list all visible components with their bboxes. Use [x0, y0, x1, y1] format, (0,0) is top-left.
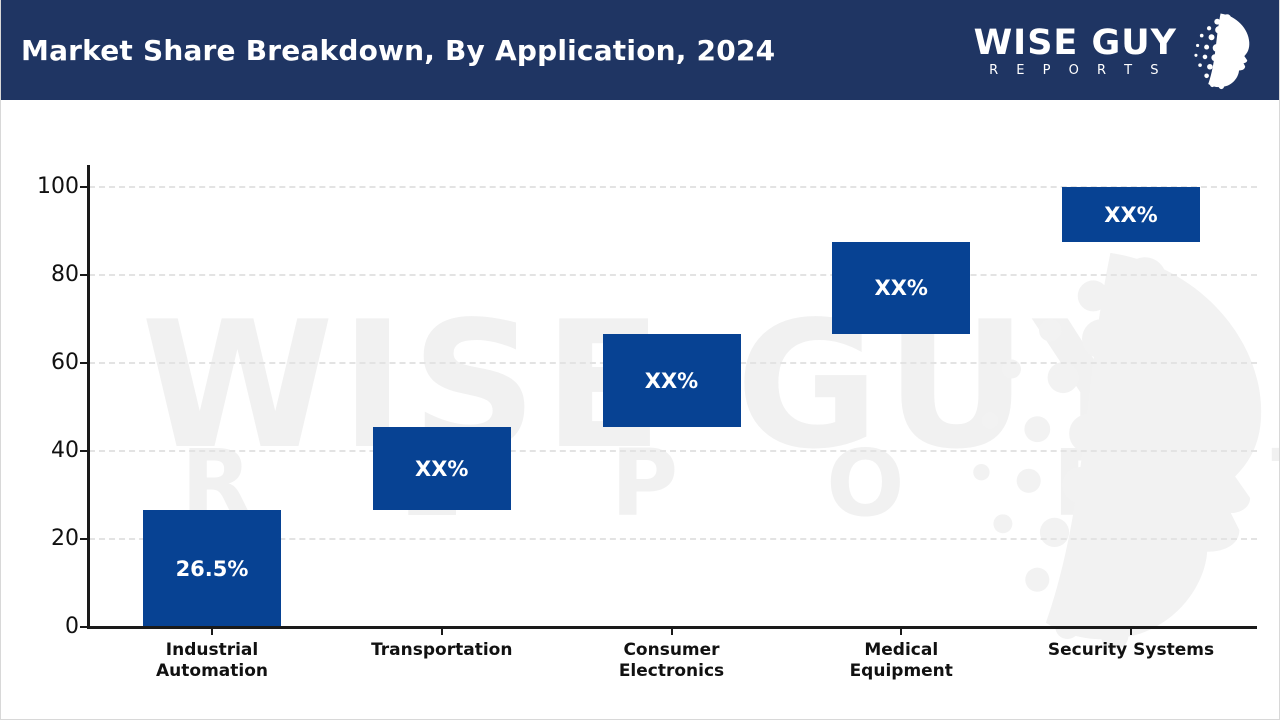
x-axis-tick: [1130, 628, 1132, 635]
gridline: [89, 450, 1257, 452]
y-axis-tick: [80, 538, 88, 540]
y-axis-tick-label: 40: [51, 438, 79, 463]
y-axis-tick: [80, 362, 88, 364]
x-axis-category-label: Security Systems: [1047, 640, 1215, 660]
y-axis-tick-label: 0: [65, 614, 79, 639]
watermark-face-icon: [973, 252, 1262, 650]
gridline: [89, 538, 1257, 540]
y-axis-tick: [80, 274, 88, 276]
x-axis-tick: [900, 628, 903, 635]
y-axis-tick-label: 20: [51, 526, 79, 551]
gridline: [89, 186, 1257, 188]
bar-value-label: 26.5%: [175, 556, 249, 581]
y-axis-tick-label: 80: [51, 262, 79, 287]
y-axis-line: [87, 165, 90, 628]
y-axis-tick-label: 60: [51, 350, 79, 375]
bar-segment: XX%: [832, 242, 971, 335]
logo-wordmark-line2: R E P O R T S: [989, 63, 1166, 78]
y-axis-tick: [80, 450, 88, 452]
y-axis-tick: [80, 186, 88, 188]
x-axis-category-label: Transportation: [371, 640, 513, 660]
y-axis-tick: [80, 626, 88, 628]
x-axis-line: [87, 626, 1257, 629]
bar-segment: XX%: [602, 334, 741, 427]
wiseguy-logo: WISE GUY R E P O R T S: [974, 11, 1255, 93]
bar-value-label: XX%: [415, 456, 469, 481]
chart-area: WISE GUY R E P O R T S 02040608010026.5%…: [1, 100, 1279, 719]
x-axis-tick: [670, 628, 673, 635]
bar-segment: XX%: [1062, 187, 1200, 242]
bar-value-label: XX%: [874, 276, 928, 301]
x-axis-category-label: Industrial Automation: [156, 640, 268, 681]
x-axis-tick: [211, 628, 213, 635]
logo-wordmark: WISE GUY R E P O R T S: [974, 25, 1177, 79]
logo-wordmark-line1: WISE GUY: [973, 23, 1177, 63]
bar-value-label: XX%: [644, 368, 699, 393]
chart-title: Market Share Breakdown, By Application, …: [21, 33, 776, 67]
x-axis-tick: [440, 628, 443, 635]
x-axis-category-label: Consumer Electronics: [618, 640, 725, 681]
gridline: [89, 274, 1257, 276]
bar-segment: XX%: [372, 426, 511, 511]
logo-face-icon: [1194, 13, 1250, 90]
y-axis-tick-label: 100: [37, 174, 79, 199]
x-axis-category-label: Medical Equipment: [849, 640, 953, 681]
bar-segment: 26.5%: [143, 510, 281, 627]
header-banner: Market Share Breakdown, By Application, …: [1, 0, 1279, 100]
bar-value-label: XX%: [1104, 202, 1158, 227]
